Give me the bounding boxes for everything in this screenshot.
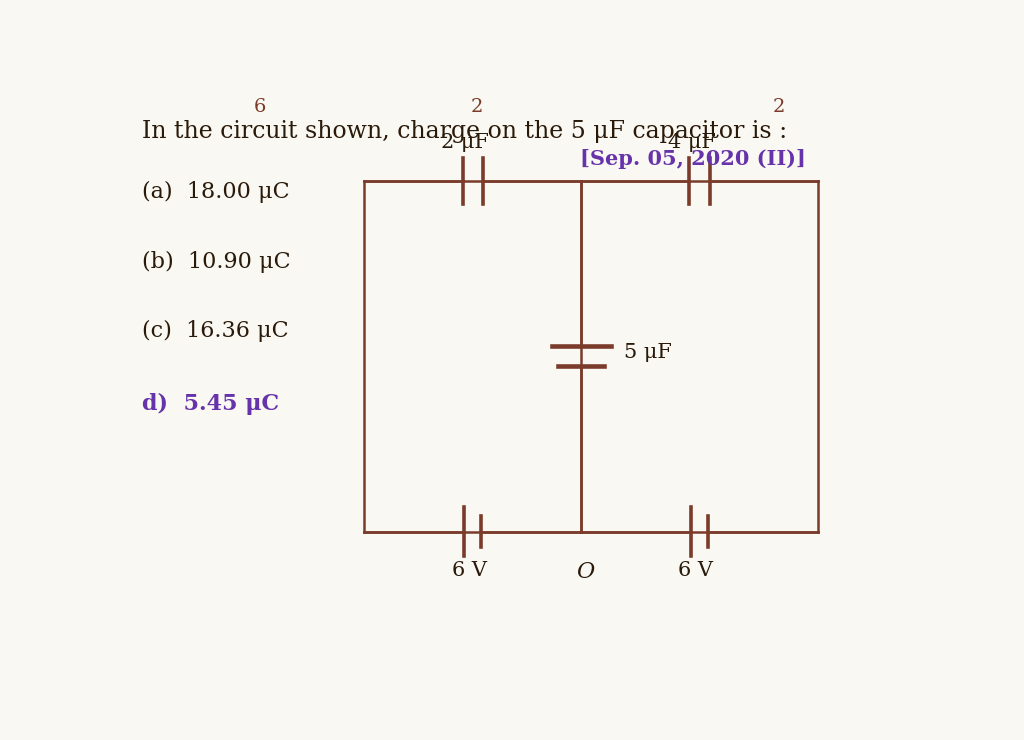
Text: 2: 2 <box>773 98 785 116</box>
Text: 6 V: 6 V <box>678 561 713 580</box>
Text: [Sep. 05, 2020 (II)]: [Sep. 05, 2020 (II)] <box>581 149 806 169</box>
Text: 6 V: 6 V <box>452 561 486 580</box>
Text: 6: 6 <box>254 98 266 116</box>
Text: In the circuit shown, charge on the 5 μF capacitor is :: In the circuit shown, charge on the 5 μF… <box>142 120 787 143</box>
Text: (a)  18.00 μC: (a) 18.00 μC <box>142 181 290 204</box>
Text: (b)  10.90 μC: (b) 10.90 μC <box>142 251 291 272</box>
Text: (c)  16.36 μC: (c) 16.36 μC <box>142 320 289 342</box>
Text: d)  5.45 μC: d) 5.45 μC <box>142 393 280 415</box>
Text: 4 μF: 4 μF <box>668 133 716 152</box>
Text: 2: 2 <box>471 98 483 116</box>
Text: 2 μF: 2 μF <box>441 133 489 152</box>
Text: O: O <box>577 561 594 583</box>
Text: 5 μF: 5 μF <box>624 343 672 362</box>
